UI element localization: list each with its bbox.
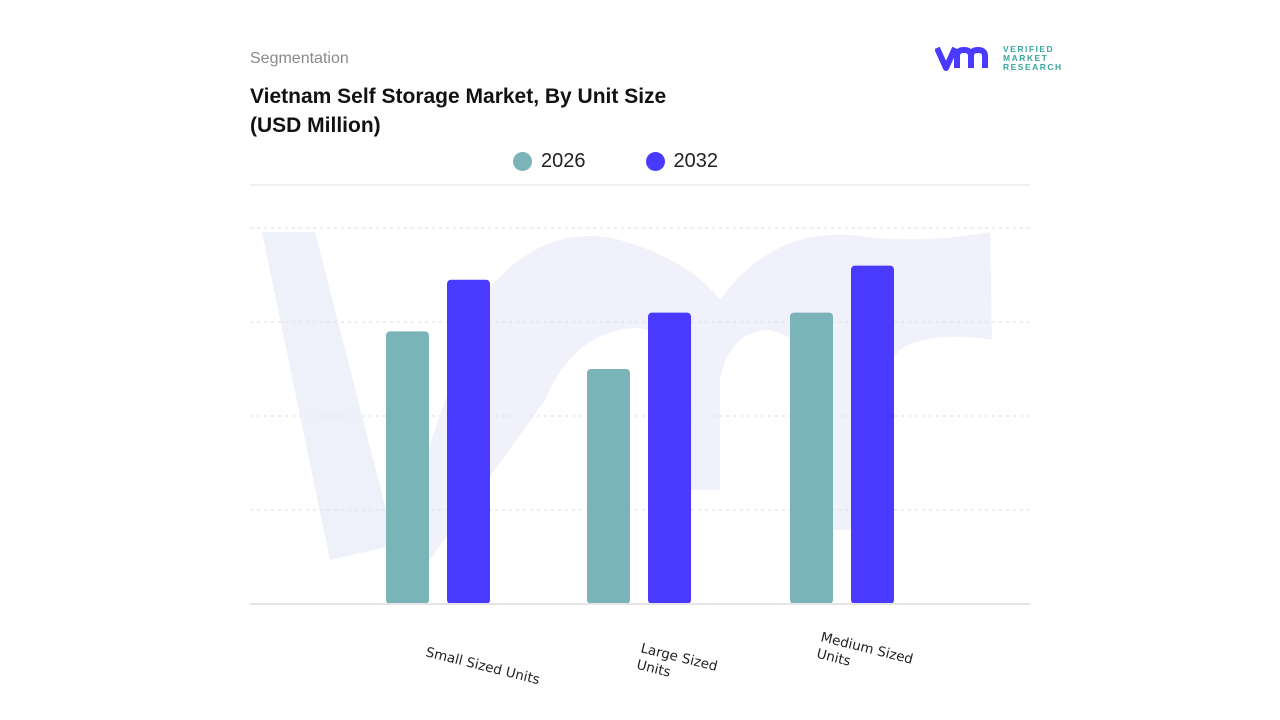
bar-2026-large-sized-units[interactable] (587, 369, 630, 604)
segment-label: Segmentation (250, 50, 349, 67)
logo-line-3: RESEARCH (1003, 61, 1063, 72)
vmr-logo: VERIFIED MARKET RESEARCH (935, 44, 1063, 72)
logo-line-2: MARKET (1003, 52, 1049, 63)
x-tick-label-medium: Medium SizedUnits (815, 629, 915, 684)
x-tick-label-large: Large SizedUnits (635, 640, 719, 691)
vmr-logo-mark-icon (935, 46, 988, 71)
legend-swatch-2026 (513, 152, 532, 171)
legend: 2026 2032 (513, 150, 718, 173)
bar-2026-medium-sized-units[interactable] (790, 312, 833, 604)
bar-2026-small-sized-units[interactable] (386, 331, 429, 604)
legend-item-2026[interactable]: 2026 (513, 150, 586, 173)
legend-label-2032: 2032 (673, 150, 719, 172)
legend-swatch-2032 (645, 152, 665, 171)
bar-2032-medium-sized-units[interactable] (851, 265, 894, 604)
chart-title: Vietnam Self Storage Market, By Unit Siz… (250, 85, 667, 137)
x-tick-label-small: Small Sized Units (424, 644, 541, 688)
legend-label-2026: 2026 (541, 150, 586, 172)
logo-line-1: VERIFIED (1003, 43, 1055, 54)
bar-2032-large-sized-units[interactable] (648, 312, 691, 604)
legend-item-2032[interactable]: 2032 (645, 150, 719, 173)
watermark (262, 232, 992, 560)
bar-2032-small-sized-units[interactable] (447, 279, 490, 604)
